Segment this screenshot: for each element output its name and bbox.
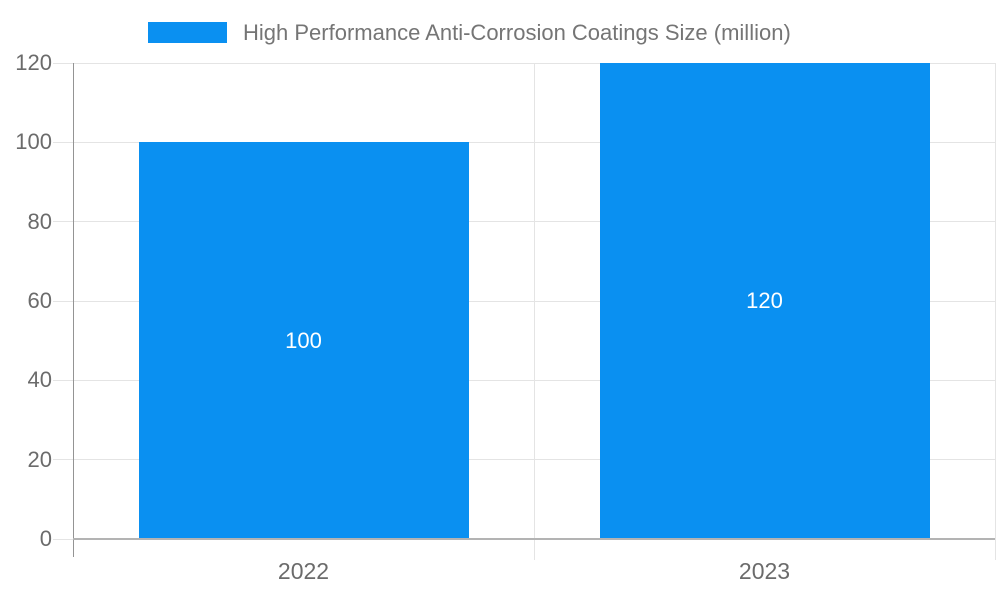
x-axis-tick-label: 2022 xyxy=(277,558,330,584)
y-axis-tick-label: 80 xyxy=(27,208,52,234)
y-axis-tick-label: 40 xyxy=(27,367,52,393)
y-gridline xyxy=(53,459,995,461)
y-gridline xyxy=(53,141,995,143)
y-axis-tick-label: 20 xyxy=(27,446,52,472)
bar-2023[interactable] xyxy=(599,63,930,539)
legend-swatch[interactable] xyxy=(148,22,227,43)
bar-value-label: 120 xyxy=(746,288,783,313)
y-gridline xyxy=(53,62,995,64)
x-axis-line xyxy=(73,538,995,540)
bar-2022[interactable] xyxy=(138,142,469,539)
y-gridline xyxy=(53,300,995,302)
y-axis-tick-label: 60 xyxy=(27,288,52,313)
x-axis-tick-label: 2023 xyxy=(738,558,791,584)
y-axis-tick-label: 100 xyxy=(15,129,52,155)
y-axis-tick-label: 0 xyxy=(39,526,52,551)
y-gridline xyxy=(53,379,995,381)
legend-label[interactable]: High Performance Anti-Corrosion Coatings… xyxy=(243,20,791,45)
category-boundary-gridline xyxy=(994,63,996,560)
y-axis-tick-label: 120 xyxy=(15,50,52,75)
y-axis-line xyxy=(73,63,74,557)
category-boundary-gridline xyxy=(533,63,535,560)
bar-value-label: 100 xyxy=(285,327,322,353)
y-gridline xyxy=(53,221,995,223)
